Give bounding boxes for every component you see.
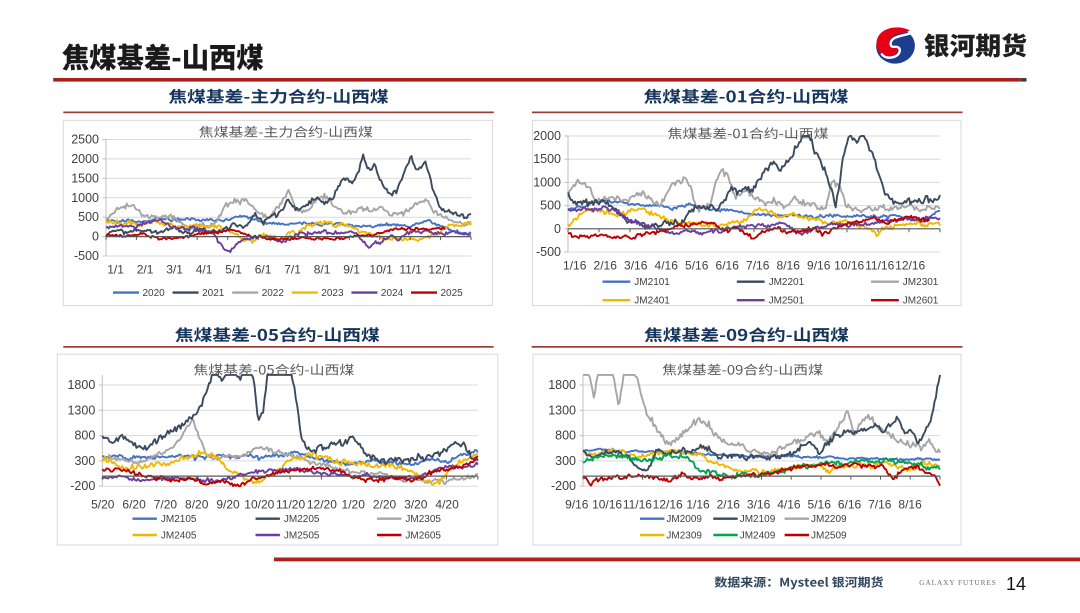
svg-text:JM2205: JM2205	[284, 514, 320, 525]
svg-text:5/16: 5/16	[808, 497, 832, 511]
svg-text:JM2505: JM2505	[284, 531, 320, 542]
svg-text:2025: 2025	[441, 288, 464, 299]
svg-text:300: 300	[74, 454, 95, 468]
svg-text:9/16: 9/16	[807, 259, 831, 273]
svg-text:2022: 2022	[262, 288, 285, 299]
svg-text:JM2301: JM2301	[903, 277, 939, 288]
svg-text:9/20: 9/20	[216, 497, 240, 511]
svg-text:8/1: 8/1	[314, 263, 331, 277]
svg-text:JM2309: JM2309	[666, 531, 702, 542]
svg-text:4/20: 4/20	[435, 497, 459, 511]
svg-text:JM2401: JM2401	[634, 296, 670, 307]
svg-text:9/1: 9/1	[343, 263, 360, 277]
svg-text:1800: 1800	[67, 378, 95, 392]
svg-text:10/16: 10/16	[834, 259, 864, 273]
svg-text:1500: 1500	[533, 152, 561, 166]
svg-text:10/16: 10/16	[592, 497, 622, 511]
svg-text:5/1: 5/1	[225, 263, 242, 277]
svg-text:1800: 1800	[548, 378, 576, 392]
svg-text:500: 500	[540, 199, 561, 213]
svg-text:4/16: 4/16	[777, 497, 801, 511]
svg-text:12/16: 12/16	[653, 497, 683, 511]
svg-text:1/16: 1/16	[563, 259, 587, 273]
svg-text:12/1: 12/1	[428, 263, 452, 277]
svg-text:1500: 1500	[71, 171, 99, 185]
svg-text:5/20: 5/20	[91, 497, 115, 511]
svg-text:3/16: 3/16	[747, 497, 771, 511]
svg-text:3/16: 3/16	[624, 259, 648, 273]
svg-text:2500: 2500	[71, 133, 99, 147]
svg-text:-200: -200	[70, 479, 95, 493]
svg-text:4/1: 4/1	[196, 263, 213, 277]
svg-text:0: 0	[554, 222, 561, 236]
svg-text:10/1: 10/1	[369, 263, 393, 277]
svg-text:1300: 1300	[67, 403, 95, 417]
svg-text:1000: 1000	[533, 175, 561, 189]
svg-text:3/1: 3/1	[166, 263, 183, 277]
svg-text:2020: 2020	[143, 288, 166, 299]
svg-text:8/16: 8/16	[898, 497, 922, 511]
svg-text:2021: 2021	[202, 288, 225, 299]
svg-text:11/20: 11/20	[276, 497, 305, 511]
svg-text:12/20: 12/20	[307, 497, 337, 511]
svg-text:GALAXY FUTURES: GALAXY FUTURES	[919, 578, 996, 587]
svg-text:5/16: 5/16	[685, 259, 709, 273]
svg-text:500: 500	[78, 210, 99, 224]
svg-text:800: 800	[555, 429, 576, 443]
svg-text:1300: 1300	[548, 403, 576, 417]
svg-text:1/1: 1/1	[107, 263, 124, 277]
svg-text:JM2201: JM2201	[769, 277, 805, 288]
svg-text:JM2109: JM2109	[740, 514, 776, 525]
svg-text:1/20: 1/20	[342, 497, 366, 511]
svg-text:8/16: 8/16	[777, 259, 801, 273]
svg-text:-200: -200	[551, 479, 576, 493]
svg-text:2/16: 2/16	[594, 259, 618, 273]
svg-text:6/20: 6/20	[122, 497, 146, 511]
svg-text:1/16: 1/16	[686, 497, 710, 511]
svg-text:2/1: 2/1	[137, 263, 154, 277]
svg-text:1000: 1000	[71, 191, 99, 205]
svg-text:JM2501: JM2501	[769, 296, 805, 307]
svg-text:300: 300	[555, 454, 576, 468]
svg-text:12/16: 12/16	[895, 259, 925, 273]
svg-text:14: 14	[1006, 574, 1026, 594]
svg-text:2023: 2023	[321, 288, 344, 299]
svg-text:0: 0	[92, 230, 99, 244]
svg-text:JM2405: JM2405	[161, 531, 197, 542]
svg-text:2024: 2024	[381, 288, 404, 299]
svg-text:7/20: 7/20	[154, 497, 178, 511]
svg-text:JM2509: JM2509	[811, 531, 847, 542]
svg-text:-500: -500	[74, 249, 99, 263]
svg-text:9/16: 9/16	[565, 497, 589, 511]
svg-text:11/16: 11/16	[865, 259, 894, 273]
svg-text:4/16: 4/16	[655, 259, 679, 273]
svg-text:-500: -500	[536, 245, 561, 259]
svg-text:JM2105: JM2105	[161, 514, 197, 525]
svg-text:2000: 2000	[533, 129, 561, 143]
svg-text:11/1: 11/1	[399, 263, 422, 277]
svg-text:7/1: 7/1	[284, 263, 301, 277]
svg-text:JM2305: JM2305	[405, 514, 441, 525]
svg-text:JM2009: JM2009	[666, 514, 702, 525]
svg-text:JM2101: JM2101	[634, 277, 670, 288]
svg-text:JM2209: JM2209	[811, 514, 847, 525]
svg-text:11/16: 11/16	[623, 497, 652, 511]
svg-text:10/20: 10/20	[244, 497, 274, 511]
svg-text:7/16: 7/16	[746, 259, 770, 273]
svg-text:2/20: 2/20	[373, 497, 397, 511]
svg-text:2/16: 2/16	[717, 497, 741, 511]
svg-text:JM2601: JM2601	[903, 296, 939, 307]
svg-text:800: 800	[74, 429, 95, 443]
svg-text:2000: 2000	[71, 152, 99, 166]
svg-text:7/16: 7/16	[868, 497, 892, 511]
svg-text:3/20: 3/20	[404, 497, 428, 511]
svg-text:6/16: 6/16	[838, 497, 862, 511]
svg-text:8/20: 8/20	[185, 497, 209, 511]
svg-text:6/1: 6/1	[255, 263, 272, 277]
svg-text:JM2409: JM2409	[740, 531, 776, 542]
svg-text:JM2605: JM2605	[405, 531, 441, 542]
svg-text:6/16: 6/16	[716, 259, 740, 273]
